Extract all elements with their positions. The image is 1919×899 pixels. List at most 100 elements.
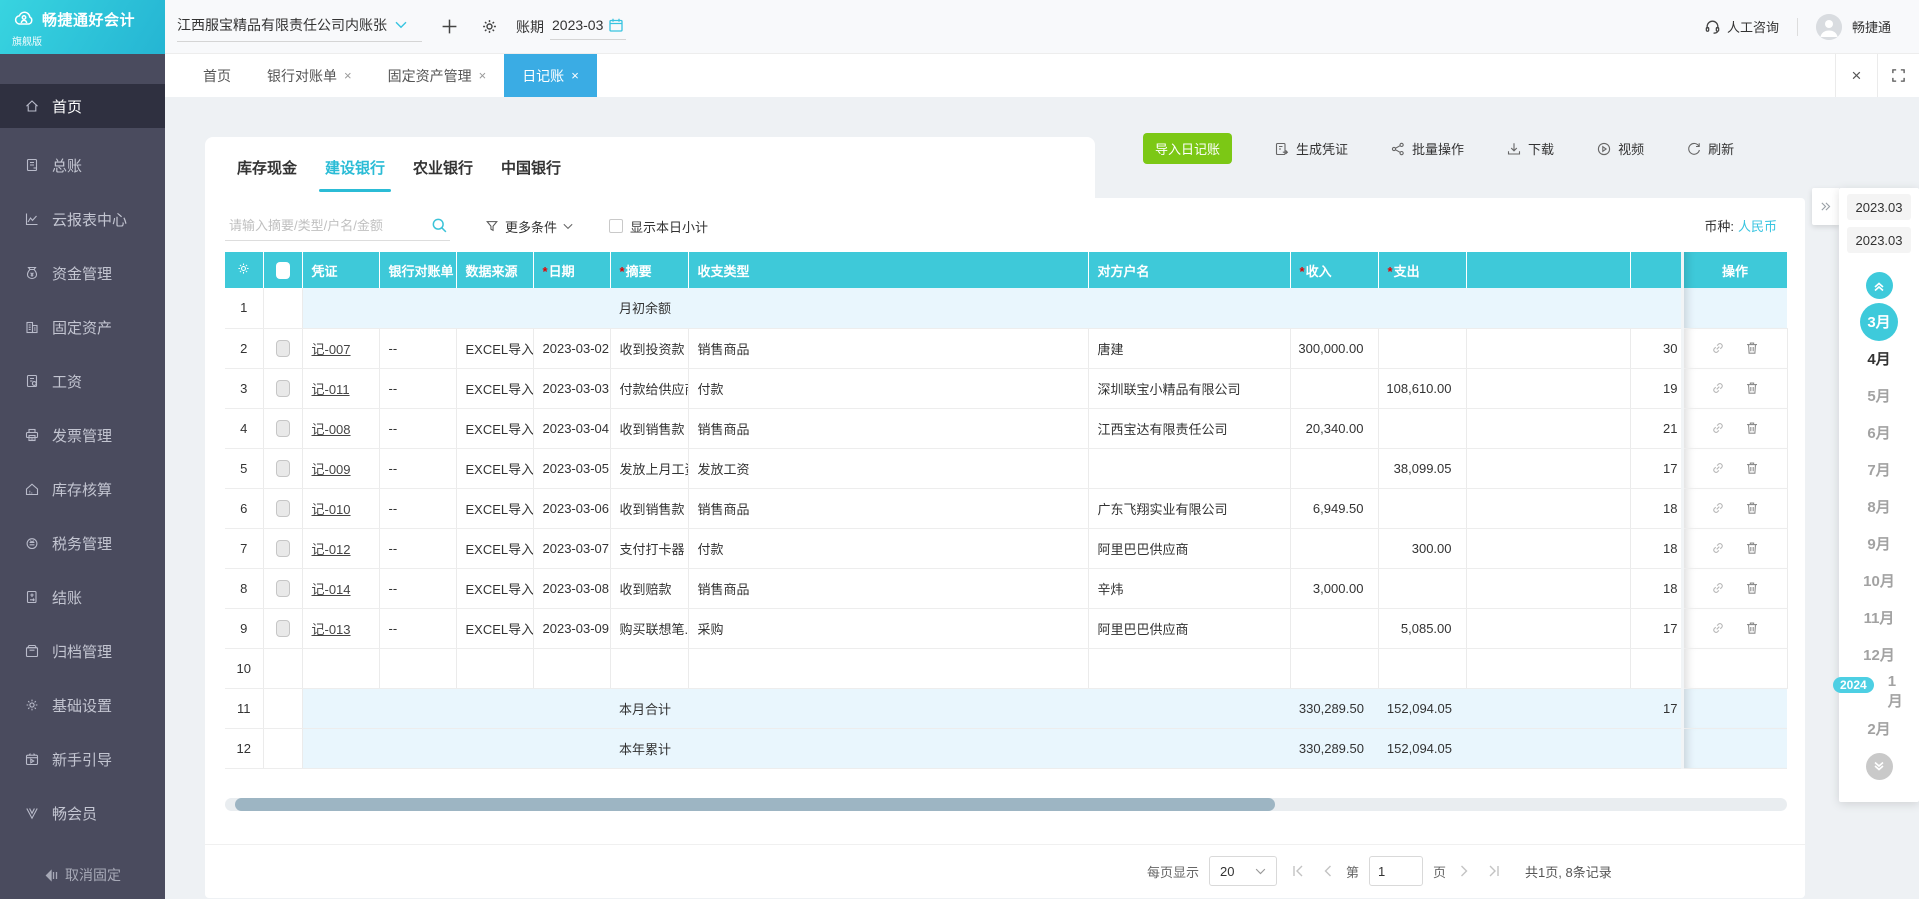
delete-trash-icon[interactable]	[1744, 540, 1760, 556]
per-page-select[interactable]: 20	[1209, 856, 1278, 886]
batch-button[interactable]: 批量操作	[1390, 139, 1464, 158]
first-page-button[interactable]	[1291, 865, 1305, 877]
month-item-3月[interactable]: 3月	[1847, 302, 1911, 341]
company-select[interactable]: 江西服宝精品有限责任公司内账张	[177, 11, 422, 42]
collapse-month-rail-button[interactable]	[1812, 188, 1839, 225]
username[interactable]: 畅捷通	[1851, 20, 1891, 35]
delete-trash-icon[interactable]	[1744, 500, 1760, 516]
support-link[interactable]: 人工咨询	[1704, 17, 1779, 36]
window-tab-固定资产管理[interactable]: 固定资产管理 ×	[370, 54, 505, 97]
voucher-link[interactable]: 记-007	[311, 341, 351, 357]
month-item-12月[interactable]: 12月	[1847, 636, 1911, 673]
attachment-link-icon[interactable]	[1710, 500, 1726, 516]
sidebar-item-vip[interactable]: 畅会员	[0, 786, 165, 840]
show-daily-subtotal-toggle[interactable]: 显示本日小计	[609, 217, 708, 236]
row-checkbox[interactable]	[275, 339, 290, 357]
sidebar-item-settings[interactable]: 基础设置	[0, 678, 165, 732]
month-item-10月[interactable]: 10月	[1847, 562, 1911, 599]
delete-trash-icon[interactable]	[1744, 380, 1760, 396]
add-account-button[interactable]	[436, 14, 462, 40]
account-tab-库存现金[interactable]: 库存现金	[237, 137, 297, 198]
currency-value[interactable]: 人民币	[1737, 219, 1777, 234]
unpin-sidebar-button[interactable]: 取消固定	[0, 865, 165, 885]
row-checkbox[interactable]	[275, 499, 290, 517]
page-number-input[interactable]	[1369, 856, 1424, 886]
row-checkbox[interactable]	[275, 459, 290, 477]
sidebar-item-funds[interactable]: 资金管理	[0, 246, 165, 300]
row-checkbox[interactable]	[275, 379, 290, 397]
scroll-months-up-button[interactable]	[1865, 272, 1893, 299]
account-tab-农业银行[interactable]: 农业银行	[413, 137, 473, 198]
sidebar-item-home[interactable]: 首页	[0, 84, 165, 128]
checkbox-icon[interactable]	[609, 219, 624, 233]
voucher-link[interactable]: 记-009	[311, 461, 351, 477]
settings-gear-button[interactable]	[476, 14, 502, 40]
delete-trash-icon[interactable]	[1744, 340, 1760, 356]
next-page-button[interactable]	[1460, 865, 1469, 877]
close-icon[interactable]: ×	[571, 68, 579, 83]
row-checkbox[interactable]	[275, 539, 290, 557]
attachment-link-icon[interactable]	[1710, 340, 1726, 356]
close-icon[interactable]: ×	[344, 68, 352, 83]
row-checkbox[interactable]	[275, 619, 290, 637]
delete-trash-icon[interactable]	[1744, 620, 1760, 636]
window-tab-银行对账单[interactable]: 银行对账单 ×	[249, 54, 370, 97]
select-all-checkbox[interactable]	[275, 261, 290, 279]
last-page-button[interactable]	[1487, 865, 1501, 877]
account-tab-建设银行[interactable]: 建设银行	[319, 137, 392, 198]
scrollbar-thumb[interactable]	[235, 798, 1275, 811]
sidebar-item-tax[interactable]: 税务管理	[0, 516, 165, 570]
month-item-8月[interactable]: 8月	[1847, 488, 1911, 525]
period-year-box[interactable]: 2023.03	[1847, 227, 1911, 253]
more-conditions-button[interactable]: 更多条件	[485, 217, 573, 236]
search-icon[interactable]	[431, 217, 448, 234]
close-tab-button[interactable]: ×	[1835, 54, 1877, 97]
voucher-link[interactable]: 记-010	[311, 501, 351, 517]
month-item-7月[interactable]: 7月	[1847, 451, 1911, 488]
voucher-link[interactable]: 记-014	[311, 581, 351, 597]
account-tab-中国银行[interactable]: 中国银行	[501, 137, 561, 198]
month-item-1月[interactable]: 2024 1月	[1833, 673, 1911, 710]
refresh-button[interactable]: 刷新	[1686, 139, 1734, 158]
sidebar-item-report[interactable]: 云报表中心	[0, 192, 165, 246]
prev-page-button[interactable]	[1323, 865, 1332, 877]
voucher-link[interactable]: 记-013	[311, 621, 351, 637]
download-button[interactable]: 下载	[1506, 139, 1554, 158]
attachment-link-icon[interactable]	[1710, 420, 1726, 436]
close-icon[interactable]: ×	[478, 68, 487, 83]
month-item-5月[interactable]: 5月	[1847, 377, 1911, 414]
month-item-11月[interactable]: 11月	[1847, 599, 1911, 636]
voucher-link[interactable]: 记-011	[311, 381, 350, 397]
video-button[interactable]: 视频	[1596, 139, 1644, 158]
period-year-box[interactable]: 2023.03	[1847, 194, 1911, 220]
attachment-link-icon[interactable]	[1710, 580, 1726, 596]
import-journal-button[interactable]: 导入日记账	[1143, 133, 1233, 164]
sidebar-item-inventory[interactable]: 库存核算	[0, 462, 165, 516]
delete-trash-icon[interactable]	[1744, 580, 1760, 596]
sidebar-item-archive[interactable]: 归档管理	[0, 624, 165, 678]
voucher-link[interactable]: 记-008	[311, 421, 351, 437]
window-tab-日记账[interactable]: 日记账 ×	[504, 54, 597, 97]
voucher-link[interactable]: 记-012	[311, 541, 351, 557]
month-item-4月[interactable]: 4月	[1847, 340, 1911, 377]
month-item-2月[interactable]: 2月	[1847, 710, 1911, 747]
search-input[interactable]	[227, 217, 412, 234]
sidebar-item-guide[interactable]: 新手引导	[0, 732, 165, 786]
sidebar-item-ledger[interactable]: 总账	[0, 138, 165, 192]
column-settings-gear-icon[interactable]	[236, 261, 251, 276]
attachment-link-icon[interactable]	[1710, 460, 1726, 476]
month-item-9月[interactable]: 9月	[1847, 525, 1911, 562]
attachment-link-icon[interactable]	[1710, 620, 1726, 636]
attachment-link-icon[interactable]	[1710, 380, 1726, 396]
month-item-6月[interactable]: 6月	[1847, 414, 1911, 451]
row-checkbox[interactable]	[275, 579, 290, 597]
fullscreen-button[interactable]	[1877, 54, 1919, 97]
sidebar-item-asset[interactable]: 固定资产	[0, 300, 165, 354]
window-tab-首页[interactable]: 首页	[185, 54, 249, 97]
avatar[interactable]	[1815, 13, 1842, 40]
delete-trash-icon[interactable]	[1744, 420, 1760, 436]
sidebar-item-closing[interactable]: 结账	[0, 570, 165, 624]
period-picker[interactable]: 2023-03	[550, 13, 627, 40]
delete-trash-icon[interactable]	[1744, 460, 1760, 476]
sidebar-item-salary[interactable]: 工资	[0, 354, 165, 408]
